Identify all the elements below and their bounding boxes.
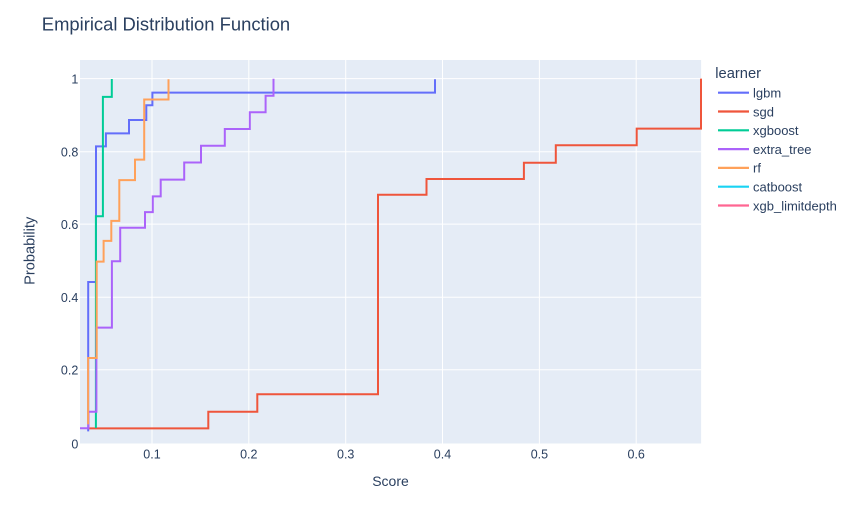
- svg-text:extra_tree: extra_tree: [753, 142, 812, 157]
- svg-text:0.8: 0.8: [61, 146, 78, 160]
- svg-text:0.6: 0.6: [61, 218, 78, 232]
- svg-text:Probability: Probability: [23, 216, 39, 285]
- svg-text:0.3: 0.3: [337, 447, 354, 461]
- svg-text:learner: learner: [715, 66, 761, 82]
- svg-text:Empirical Distribution Functio: Empirical Distribution Function: [42, 13, 290, 34]
- svg-text:catboost: catboost: [753, 180, 803, 195]
- svg-text:rf: rf: [753, 161, 761, 176]
- svg-text:0: 0: [71, 437, 78, 451]
- svg-text:lgbm: lgbm: [753, 86, 781, 101]
- svg-text:1: 1: [71, 72, 78, 86]
- svg-text:0.5: 0.5: [531, 447, 548, 461]
- svg-text:0.1: 0.1: [143, 447, 160, 461]
- svg-text:0.2: 0.2: [240, 447, 257, 461]
- svg-text:0.2: 0.2: [61, 364, 78, 378]
- svg-text:xgb_limitdepth: xgb_limitdepth: [753, 198, 837, 213]
- svg-text:Score: Score: [372, 473, 409, 489]
- svg-text:0.4: 0.4: [434, 447, 451, 461]
- svg-text:0.4: 0.4: [61, 291, 78, 305]
- svg-text:0.6: 0.6: [628, 447, 645, 461]
- svg-text:sgd: sgd: [753, 104, 774, 119]
- svg-text:xgboost: xgboost: [753, 123, 799, 138]
